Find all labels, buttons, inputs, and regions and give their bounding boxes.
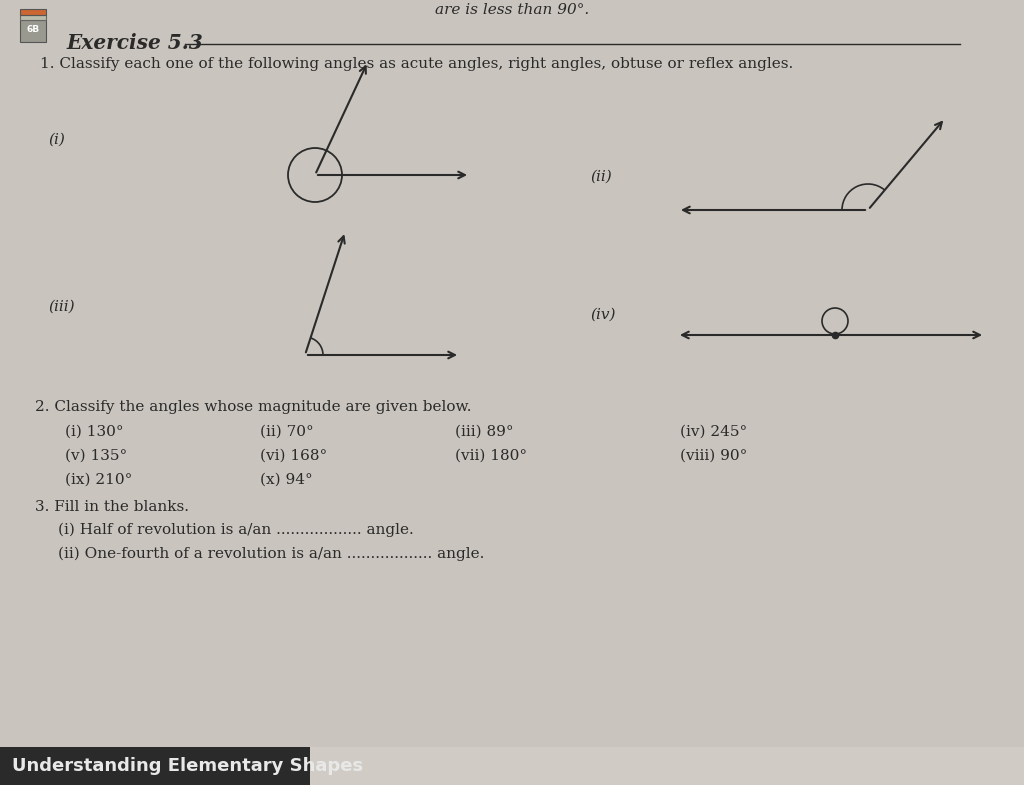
Bar [0,747,310,785]
Text: (i) 130°: (i) 130° [65,425,124,439]
Bar [20,9,46,15]
Text: (ii) 70°: (ii) 70° [260,425,313,439]
Text: (iv): (iv) [590,308,615,322]
Text: (ii) One-fourth of a revolution is a/an .................. angle.: (ii) One-fourth of a revolution is a/an … [58,547,484,561]
Bar [20,20,46,42]
Text: Exercise 5.3: Exercise 5.3 [66,33,203,53]
Text: Understanding Elementary Shapes: Understanding Elementary Shapes [12,757,364,775]
Bar [0,747,1024,785]
Text: 1. Classify each one of the following angles as acute angles, right angles, obtu: 1. Classify each one of the following an… [40,57,794,71]
Text: 2. Classify the angles whose magnitude are given below.: 2. Classify the angles whose magnitude a… [35,400,471,414]
Text: (vi) 168°: (vi) 168° [260,449,328,463]
Text: (ii): (ii) [590,170,611,184]
Text: (x) 94°: (x) 94° [260,473,312,487]
Text: 3. Fill in the blanks.: 3. Fill in the blanks. [35,500,189,514]
Text: (iii): (iii) [48,300,75,314]
Text: (ix) 210°: (ix) 210° [65,473,132,487]
Text: (vii) 180°: (vii) 180° [455,449,527,463]
Text: 6B: 6B [27,24,40,34]
Bar [20,15,46,20]
Text: (viii) 90°: (viii) 90° [680,449,748,463]
Text: (iv) 245°: (iv) 245° [680,425,748,439]
Text: (i): (i) [48,133,65,147]
Text: (v) 135°: (v) 135° [65,449,127,463]
Text: (i) Half of revolution is a/an .................. angle.: (i) Half of revolution is a/an .........… [58,523,414,538]
Text: (iii) 89°: (iii) 89° [455,425,514,439]
Text: are is less than 90°.: are is less than 90°. [435,3,589,17]
